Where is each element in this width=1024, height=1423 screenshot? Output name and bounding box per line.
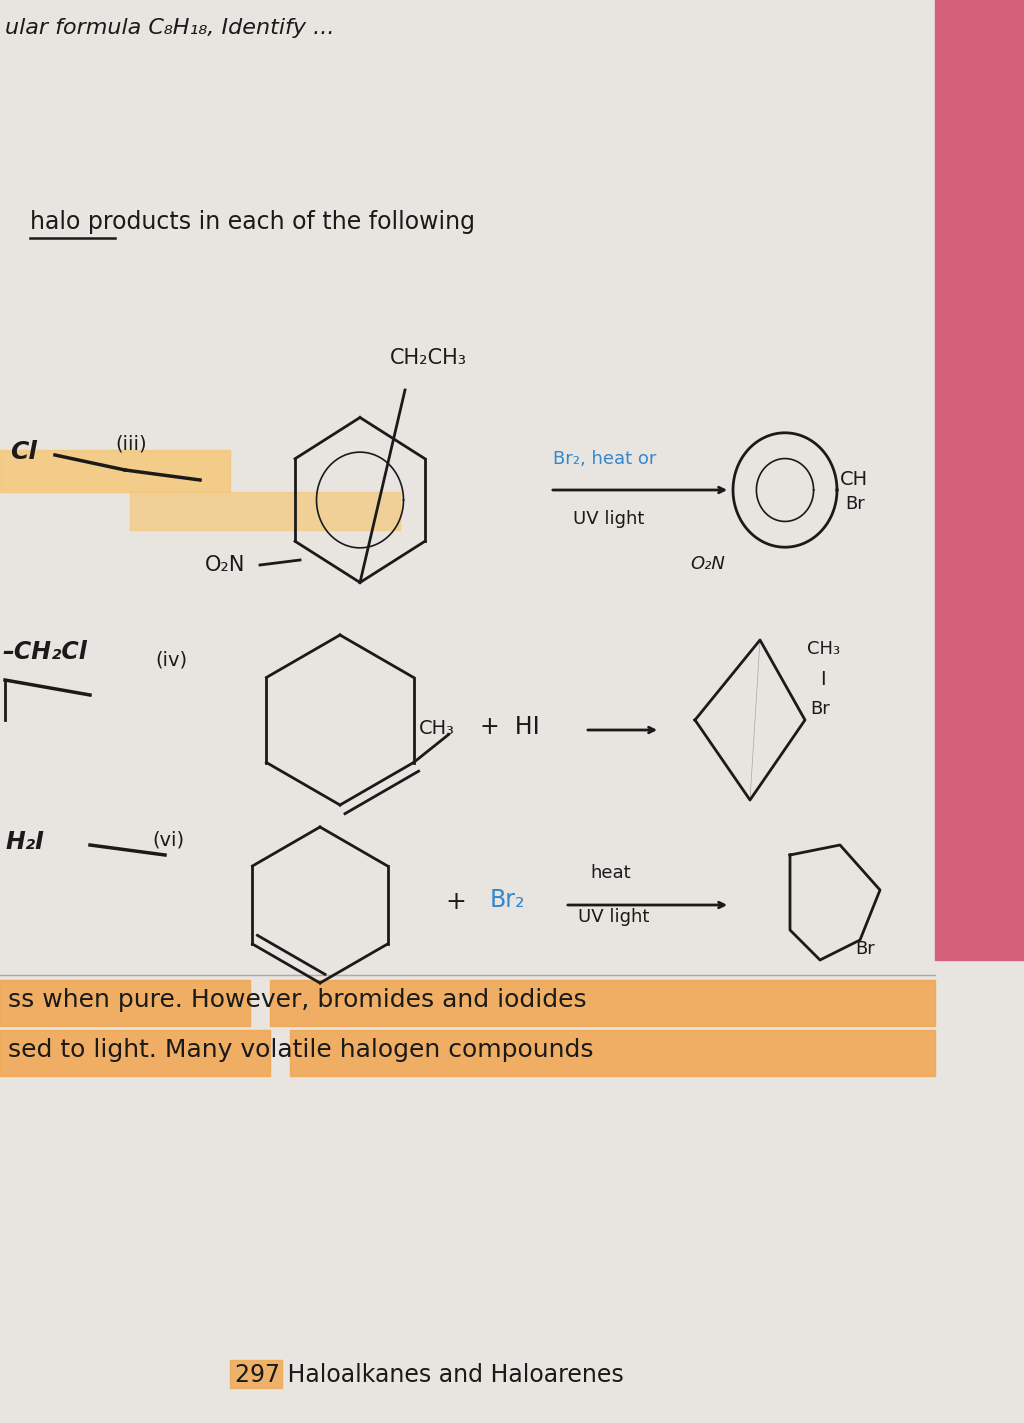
Bar bbox=[0, 980, 250, 1026]
Text: Cl: Cl bbox=[10, 440, 37, 464]
Text: heat: heat bbox=[590, 864, 631, 882]
Text: CH₂CH₃: CH₂CH₃ bbox=[390, 349, 467, 369]
Text: CH₃: CH₃ bbox=[807, 640, 840, 657]
Text: UV light: UV light bbox=[573, 509, 644, 528]
Bar bbox=[935, 0, 1024, 961]
Text: Br: Br bbox=[855, 941, 874, 958]
Text: I: I bbox=[820, 670, 825, 689]
Bar bbox=[0, 1030, 270, 1076]
Text: (iv): (iv) bbox=[155, 650, 187, 669]
Text: UV light: UV light bbox=[578, 908, 649, 926]
Bar bbox=[0, 450, 230, 492]
Bar bbox=[290, 1030, 935, 1076]
Text: +: + bbox=[445, 889, 466, 914]
Text: O₂N: O₂N bbox=[205, 555, 246, 575]
Text: O₂N: O₂N bbox=[690, 555, 725, 573]
Bar bbox=[230, 1360, 282, 1387]
Text: Br: Br bbox=[845, 495, 864, 514]
Text: H₂I: H₂I bbox=[5, 830, 44, 854]
Text: halo products in each of the following: halo products in each of the following bbox=[30, 211, 475, 233]
Text: ss when pure. However, bromides and iodides: ss when pure. However, bromides and iodi… bbox=[8, 988, 587, 1012]
Text: (iii): (iii) bbox=[115, 435, 146, 454]
Text: CH: CH bbox=[840, 470, 868, 490]
Text: Br₂: Br₂ bbox=[490, 888, 525, 912]
Text: CH₃: CH₃ bbox=[419, 719, 455, 737]
Text: Br: Br bbox=[810, 700, 829, 719]
Text: (vi): (vi) bbox=[152, 830, 184, 850]
Bar bbox=[130, 492, 400, 529]
Text: 297 Haloalkanes and Haloarenes: 297 Haloalkanes and Haloarenes bbox=[234, 1363, 624, 1387]
Text: +  HI: + HI bbox=[480, 714, 540, 739]
Text: ular formula C₈H₁₈, Identify ...: ular formula C₈H₁₈, Identify ... bbox=[5, 18, 335, 38]
Text: Br₂, heat or: Br₂, heat or bbox=[553, 450, 656, 468]
Text: –CH₂Cl: –CH₂Cl bbox=[2, 640, 87, 665]
Text: sed to light. Many volatile halogen compounds: sed to light. Many volatile halogen comp… bbox=[8, 1037, 594, 1062]
Bar bbox=[270, 980, 935, 1026]
